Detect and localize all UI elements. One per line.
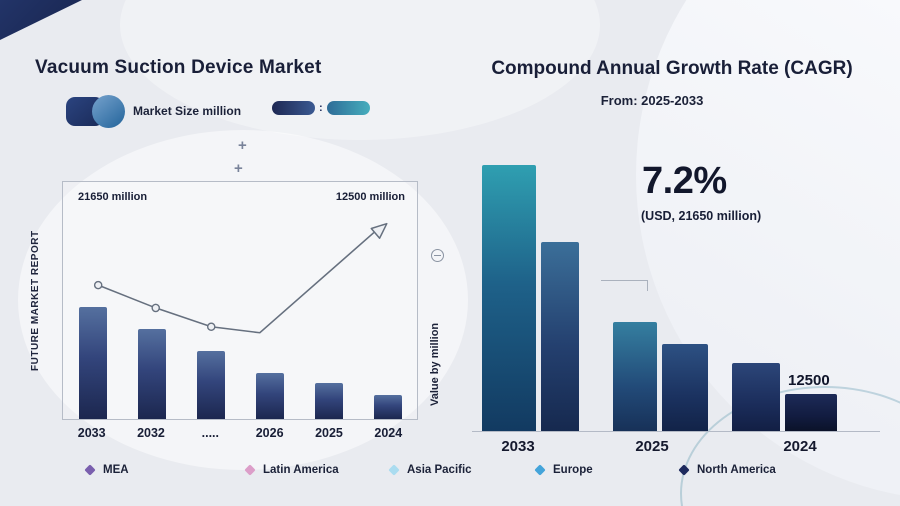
cagr-bar-group-2025: [613, 322, 708, 431]
cagr-bar: [541, 242, 579, 431]
market-x-label: 2024: [374, 426, 403, 440]
market-x-label: 2033: [77, 426, 106, 440]
cagr-bar: [785, 394, 837, 431]
value-axis-label: Value by million: [429, 322, 441, 406]
market-size-icon: [66, 95, 126, 128]
trend-arrow: [93, 222, 388, 334]
circle-minus-icon: [431, 249, 444, 262]
plus-decoration: +: [234, 160, 243, 177]
pill-teal: [326, 101, 370, 115]
legend-label: North America: [697, 464, 776, 476]
market-title: Vacuum Suction Device Market: [35, 57, 322, 78]
market-x-label: 2032: [137, 426, 165, 440]
legend-item-mea: MEA: [84, 464, 129, 476]
cagr-title: Compound Annual Growth Rate (CAGR): [491, 58, 853, 79]
legend-diamond-icon: [84, 464, 96, 476]
pill-navy: [272, 101, 315, 115]
cagr-bar: [482, 165, 536, 431]
legend-diamond-icon: [244, 464, 256, 476]
pill-separator: :: [319, 101, 323, 114]
cagr-x-label: 2033: [501, 438, 535, 455]
market-size-chart: 21650 million 12500 million: [62, 181, 418, 420]
market-x-label: 2026: [255, 426, 284, 440]
market-x-label: .....: [201, 426, 219, 440]
legend-label: Asia Pacific: [407, 464, 472, 476]
market-x-labels: 2033 2032..... 2026 2025 2024: [62, 426, 418, 440]
cagr-bar: [662, 344, 708, 431]
cagr-bar: [732, 363, 780, 431]
icon-sphere-shape: [92, 95, 125, 128]
legend-diamond-icon: [388, 464, 400, 476]
legend-item-europe: Europe: [534, 464, 593, 476]
legend-diamond-icon: [678, 464, 690, 476]
market-x-label: 2025: [315, 426, 343, 440]
plus-decoration: +: [238, 137, 247, 154]
cagr-subtitle: From: 2025-2033: [600, 93, 704, 108]
cagr-annotation: 12500: [788, 372, 830, 389]
cagr-bar: [613, 322, 657, 431]
cagr-chart: 12500: [472, 160, 880, 432]
market-size-legend-label: Market Size million: [133, 104, 242, 118]
legend-label: MEA: [103, 464, 129, 476]
legend-item-north-america: North America: [678, 464, 776, 476]
legend-label: Latin America: [263, 464, 339, 476]
future-market-report-label: FUTURE MARKET REPORT: [30, 230, 41, 371]
legend-label: Europe: [553, 464, 593, 476]
legend-item-asia-pacific: Asia Pacific: [388, 464, 472, 476]
cagr-x-label: 2024: [783, 438, 817, 455]
cagr-x-label: 2025: [635, 438, 669, 455]
pill-pair-decoration: :: [272, 101, 370, 115]
cagr-bar-group-2033: [482, 165, 579, 431]
legend-diamond-icon: [534, 464, 546, 476]
legend-item-latin-america: Latin America: [244, 464, 339, 476]
